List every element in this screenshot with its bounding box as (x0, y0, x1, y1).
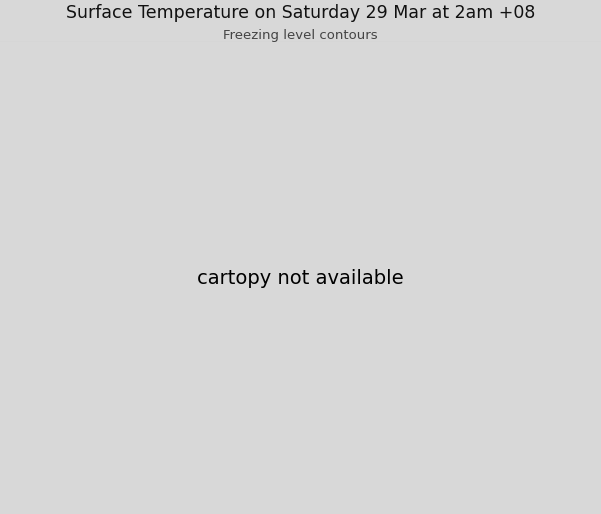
Text: Freezing level contours: Freezing level contours (223, 29, 378, 42)
Text: cartopy not available: cartopy not available (197, 269, 404, 287)
Text: Surface Temperature on Saturday 29 Mar at 2am +08: Surface Temperature on Saturday 29 Mar a… (66, 4, 535, 22)
